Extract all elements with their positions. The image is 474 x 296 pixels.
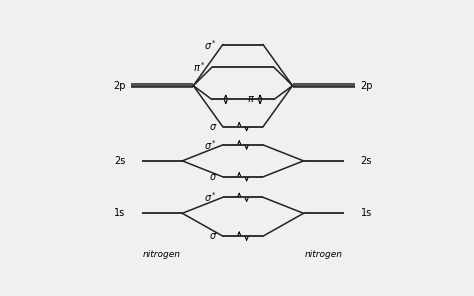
Text: $\sigma$: $\sigma$ (209, 172, 217, 182)
Text: $\sigma$: $\sigma$ (209, 122, 217, 132)
Text: nitrogen: nitrogen (305, 250, 343, 259)
Text: 2s: 2s (360, 156, 372, 166)
Text: $\pi^*$: $\pi^*$ (193, 60, 206, 74)
Text: 2s: 2s (114, 156, 125, 166)
Text: 1s: 1s (360, 208, 372, 218)
Text: 2p: 2p (360, 81, 373, 91)
Text: 1s: 1s (114, 208, 125, 218)
Text: 2p: 2p (113, 81, 125, 91)
Text: $\sigma^*$: $\sigma^*$ (204, 138, 217, 152)
Text: $\sigma^*$: $\sigma^*$ (204, 190, 217, 204)
Text: $\sigma^*$: $\sigma^*$ (204, 38, 217, 52)
Text: $\pi$: $\pi$ (246, 94, 255, 104)
Text: $\sigma$: $\sigma$ (209, 231, 217, 241)
Text: nitrogen: nitrogen (143, 250, 181, 259)
